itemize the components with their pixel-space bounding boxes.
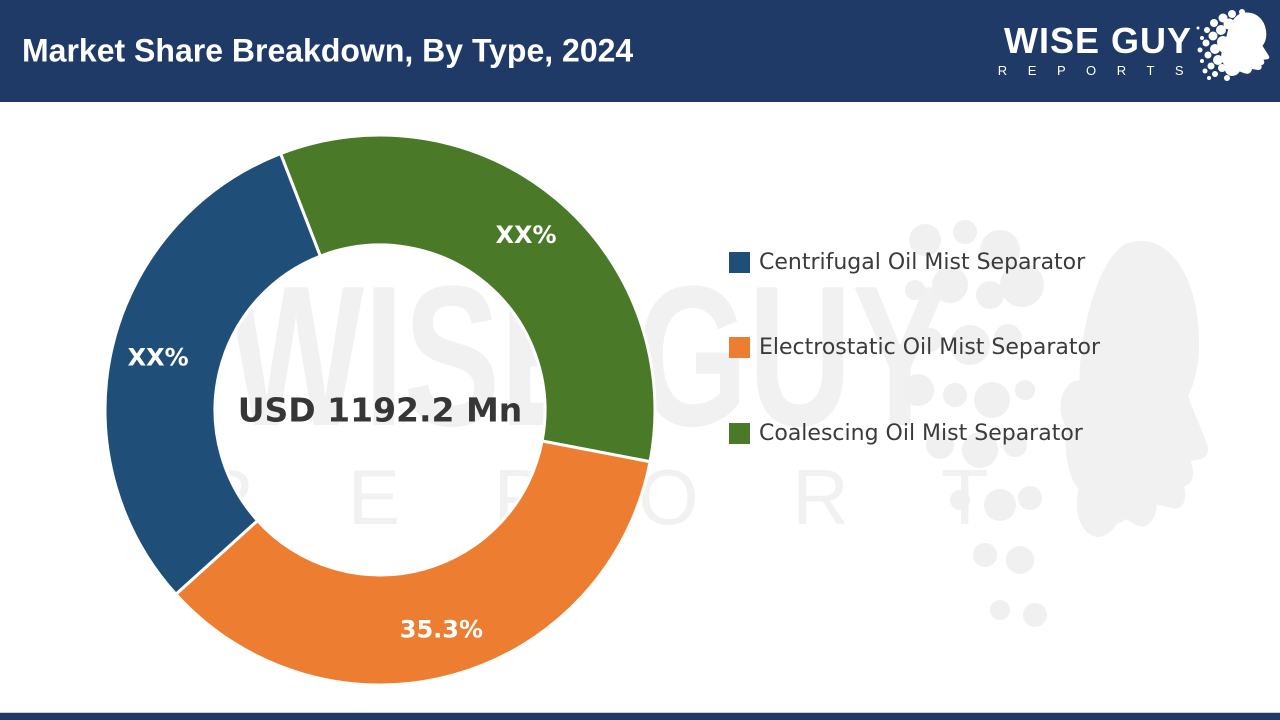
donut-chart: XX% 35.3% XX%	[103, 133, 657, 687]
slice-label: XX%	[128, 343, 189, 371]
watermark-face-dots	[902, 220, 1208, 627]
legend-swatch-centrifugal	[729, 252, 750, 273]
page-title: Market Share Breakdown, By Type, 2024	[22, 32, 634, 69]
header-bar: Market Share Breakdown, By Type, 2024 WI…	[0, 0, 1280, 102]
legend-label: Coalescing Oil Mist Separator	[759, 421, 1083, 446]
logo-secondary-text: R E P O R T S	[997, 62, 1192, 78]
slice-centrifugal-oil-mist-separator	[103, 151, 323, 597]
footer-bar	[0, 713, 1280, 720]
slice-electrostatic-oil-mist-separator	[173, 439, 652, 687]
legend-swatch-electrostatic	[729, 337, 750, 358]
legend-label: Centrifugal Oil Mist Separator	[759, 250, 1086, 275]
slice-label: 35.3%	[400, 616, 483, 644]
footer-divider	[0, 712, 1280, 713]
legend-item-coalescing: Coalescing Oil Mist Separator	[729, 421, 1083, 446]
legend-item-electrostatic: Electrostatic Oil Mist Separator	[729, 335, 1100, 360]
legend-item-centrifugal: Centrifugal Oil Mist Separator	[729, 250, 1085, 275]
slice-label: XX%	[495, 221, 556, 249]
wise-guy-logo: WISE GUY R E P O R T S	[993, 8, 1274, 92]
legend-label: Electrostatic Oil Mist Separator	[759, 335, 1100, 360]
chart-center-value: USD 1192.2 Mn	[237, 390, 523, 430]
logo-primary-text: WISE GUY	[1003, 20, 1192, 61]
slice-coalescing-oil-mist-separator	[278, 133, 657, 464]
logo-face-icon	[1196, 9, 1270, 81]
logo-text: WISE GUY R E P O R T S	[993, 22, 1192, 78]
legend-swatch-coalescing	[729, 423, 750, 444]
